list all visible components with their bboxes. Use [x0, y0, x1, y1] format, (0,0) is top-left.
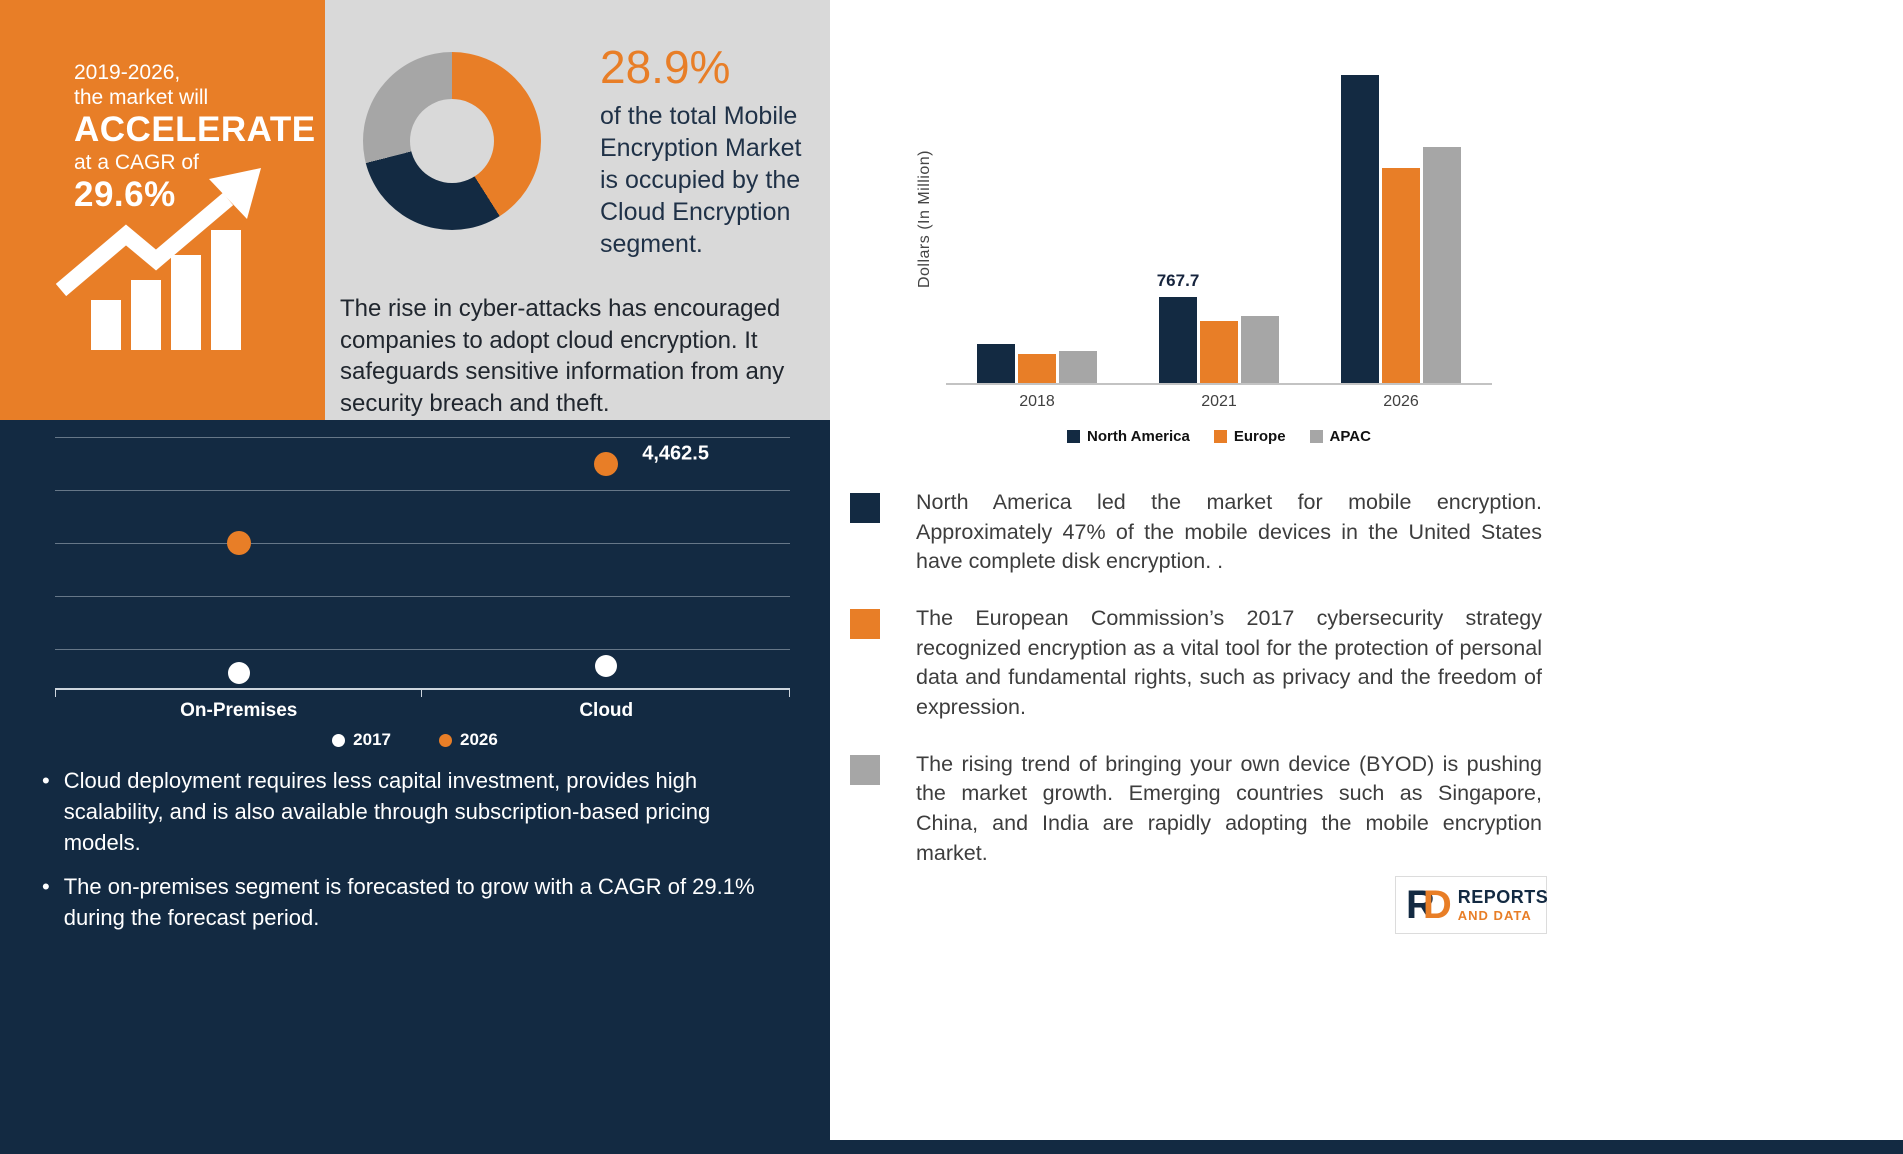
- bottom-bar: [830, 1140, 1903, 1154]
- growth-statement: 2019-2026, the market will ACCELERATE at…: [74, 60, 316, 215]
- deployment-panel: 4,462.5 On-Premises Cloud 2017 2026 Clou…: [0, 420, 830, 1154]
- gridline: [55, 543, 790, 544]
- insight-text-apac: The rising trend of bringing your own de…: [916, 751, 1542, 865]
- bar-2018-apac: [1059, 350, 1097, 383]
- bar-chart-y-axis-label: Dollars (In Million): [916, 150, 933, 289]
- growth-intro: the market will: [74, 86, 209, 109]
- legend-item-north-america: North America: [1067, 428, 1190, 445]
- logo-text: REPORTS AND DATA: [1458, 887, 1549, 923]
- bar-chart-legend: North America Europe APAC: [946, 428, 1492, 445]
- donut-chart: [363, 52, 541, 230]
- cyber-attack-note: The rise in cyber-attacks has encouraged…: [340, 295, 785, 418]
- reports-and-data-logo: RD REPORTS AND DATA: [1395, 876, 1549, 934]
- legend-swatch-2017: [332, 733, 346, 747]
- list-item: The on-premises segment is forecasted to…: [42, 871, 790, 933]
- logo-line-reports: REPORTS: [1457, 887, 1549, 907]
- dot-cloud-2017: [595, 654, 618, 677]
- gridline: [55, 649, 790, 650]
- rd-logo-icon: RD: [1406, 883, 1452, 927]
- deployment-bullet-cloud: Cloud deployment requires less capital i…: [63, 768, 711, 856]
- bar-2026-europe: [1382, 167, 1420, 383]
- bar-2021-apac: [1241, 315, 1279, 383]
- insight-apac: The rising trend of bringing your own de…: [850, 750, 1542, 869]
- bar-chart-category-labels: 2018 2021 2026: [946, 393, 1492, 411]
- axis-tick: [789, 690, 790, 697]
- legend-swatch-north-america: [1067, 430, 1081, 443]
- deployment-bullet-on-premises: The on-premises segment is forecasted to…: [63, 873, 755, 930]
- legend-label-2017: 2017: [353, 730, 391, 749]
- gridline: [55, 596, 790, 597]
- regional-insights: North America led the market for mobile …: [850, 488, 1542, 895]
- gridline: [55, 490, 790, 491]
- deployment-bullet-list: Cloud deployment requires less capital i…: [42, 765, 790, 945]
- bar-2026-north-america: [1341, 74, 1379, 383]
- growth-arrow-chart-icon: [56, 168, 261, 350]
- bar-2026-apac: [1423, 146, 1461, 383]
- cloud-share-stat: 28.9%: [600, 41, 731, 93]
- bar-2018-north-america: [977, 343, 1015, 383]
- growth-cagr-label: at a CAGR of: [74, 151, 199, 174]
- bar-2021-europe: [1200, 321, 1238, 383]
- legend-item-apac: APAC: [1309, 428, 1371, 445]
- navy-square-bullet-icon: [850, 493, 880, 523]
- legend-swatch-2026: [439, 733, 452, 747]
- dot-plot-value-label: 4,462.5: [642, 442, 709, 465]
- gray-square-bullet-icon: [850, 754, 880, 785]
- cloud-share-panel: 28.9% of the total Mobile Encryption Mar…: [325, 0, 830, 420]
- legend-label-2026: 2026: [460, 730, 498, 749]
- growth-panel: 2019-2026, the market will ACCELERATE at…: [0, 0, 325, 420]
- legend-item-2017: 2017: [332, 730, 391, 750]
- list-item: Cloud deployment requires less capital i…: [42, 765, 790, 859]
- category-on-premises: On-Premises: [180, 700, 298, 721]
- legend-swatch-europe: [1213, 430, 1227, 443]
- legend-label-europe: Europe: [1233, 428, 1286, 445]
- legend-swatch-apac: [1309, 430, 1323, 443]
- bar-plot-area: 767.7: [946, 60, 1492, 385]
- growth-cagr-value: 29.6%: [74, 175, 176, 214]
- orange-square-bullet-icon: [850, 608, 880, 639]
- dot-plot-legend: 2017 2026: [0, 730, 830, 750]
- dot-cloud-2026: [594, 452, 619, 477]
- bar-value-label: 767.7: [1156, 270, 1200, 290]
- legend-label-north-america: North America: [1087, 428, 1190, 445]
- axis-tick: [421, 690, 422, 697]
- category-2021: 2021: [1201, 393, 1237, 410]
- legend-item-europe: Europe: [1213, 428, 1286, 445]
- gridline: [55, 437, 790, 438]
- legend-label-apac: APAC: [1329, 428, 1371, 445]
- category-2018: 2018: [1019, 393, 1055, 410]
- dot-on-premises-2026: [226, 531, 251, 556]
- dot-plot-area: 4,462.5: [55, 437, 790, 697]
- logo-line-and-data: AND DATA: [1457, 908, 1532, 923]
- insight-text-europe: The European Commission’s 2017 cybersecu…: [916, 605, 1542, 719]
- legend-item-2026: 2026: [439, 730, 498, 750]
- insight-text-north-america: North America led the market for mobile …: [916, 490, 1542, 574]
- category-cloud: Cloud: [579, 700, 634, 721]
- bar-2018-europe: [1018, 353, 1056, 383]
- regional-panel: Dollars (In Million) 767.7 2018 2021 202…: [830, 0, 1903, 1154]
- cloud-share-desc: of the total Mobile Encryption Market is…: [600, 102, 802, 258]
- dot-plot-category-labels: On-Premises Cloud: [55, 700, 790, 722]
- insight-north-america: North America led the market for mobile …: [850, 488, 1542, 577]
- category-2026: 2026: [1383, 393, 1419, 410]
- insight-europe: The European Commission’s 2017 cybersecu…: [850, 604, 1542, 723]
- dot-on-premises-2017: [227, 662, 250, 685]
- bar-2021-north-america: [1159, 296, 1197, 383]
- growth-accelerate: ACCELERATE: [74, 110, 316, 149]
- growth-years: 2019-2026,: [74, 61, 181, 84]
- axis-tick: [55, 690, 56, 697]
